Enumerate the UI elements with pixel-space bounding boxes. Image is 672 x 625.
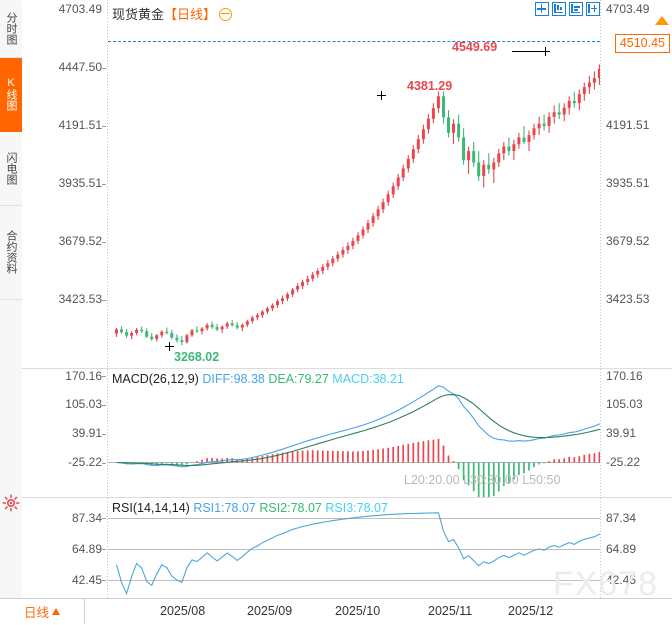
macd-macd-value: MACD:38.21 [332,372,404,386]
last-price-badge: 4510.45 [614,34,670,53]
candlestick-plot[interactable] [108,0,600,368]
timeframe-label: 【日线】 [164,7,217,22]
y-tick: 3679.52 [58,234,102,248]
plot-left-border [107,0,108,368]
high-price-annotation: 4549.69 [452,40,498,54]
rsi-axis-right: 87.34 64.89 42.45 [602,498,672,598]
y-tick: 4191.51 [58,118,102,132]
macd-pane[interactable]: MACD(26,12,9) DIFF:98.38 DEA:79.27 MACD:… [22,369,672,497]
brightness-icon[interactable] [2,494,20,512]
y-tick: 3935.51 [58,176,102,190]
y-tick: 39.91 [606,426,637,440]
rsi-pane[interactable]: RSI(14,14,14) RSI1:78.07 RSI2:78.07 RSI3… [22,498,672,598]
rsi2-value: RSI2:78.07 [259,501,322,515]
settings-circle-icon[interactable] [219,8,233,21]
sidebar-item-kline[interactable]: K线图 [0,58,22,132]
left-sidebar: 分时图 K线图 闪电图 合约资料 [0,0,23,598]
y-tick: 87.34 [71,511,102,525]
timeframe-button[interactable]: 日线 [0,599,85,624]
x-tick: 2025/09 [247,604,293,618]
low-marker [165,342,174,351]
triangle-up-icon [52,608,60,615]
sidebar-item-lightning[interactable]: 闪电图 [0,132,22,206]
y-tick: 4703.49 [58,2,102,16]
expand-right-icon[interactable] [586,2,600,16]
x-tick: 2025/10 [335,604,381,618]
macd-title: MACD(26,12,9) [112,372,199,386]
macd-right-border [600,369,601,497]
macd-series [108,385,600,497]
sidebar-item-timeshare[interactable]: 分时图 [0,0,22,58]
y-tick: 64.89 [606,542,637,556]
y-tick: 4447.50 [58,60,102,74]
price-up-arrow-icon [655,16,669,25]
rsi-left-border [107,498,108,598]
macd-plot[interactable] [108,369,600,497]
last-price-line [108,41,600,42]
macd-axis-right: 170.16 105.03 39.91 -25.22 [602,369,672,497]
price-axis-left: 4703.49 4447.50 4191.51 3935.51 3679.52 … [44,0,106,368]
rsi-right-border [600,498,601,598]
rsi1-value: RSI1:78.07 [193,501,256,515]
high-marker [541,47,550,56]
y-tick: 87.34 [606,511,637,525]
macd-dea-value: DEA:79.27 [268,372,329,386]
fit-width-icon[interactable] [552,2,566,16]
macd-level-labels: L20:20.00 L30:30.00 L50:50 [404,473,560,487]
macd-axis-left: 170.16 105.03 39.91 -25.22 [44,369,106,497]
chart-toolbar[interactable] [535,2,600,16]
level-30-label: L30:30.00 [463,473,519,487]
y-tick: 64.89 [71,542,102,556]
macd-diff-value: DIFF:98.38 [202,372,265,386]
y-tick: 4191.51 [606,118,650,132]
chart-title: 现货黄金【日线】 [112,4,233,23]
crosshair-icon[interactable] [535,2,549,16]
fit-height-icon[interactable] [569,2,583,16]
low-price-annotation: 3268.02 [174,350,220,364]
rsi-series [115,512,600,596]
y-tick: 170.16 [606,369,643,383]
watermark: FX678 [552,565,658,603]
y-tick: 3935.51 [606,176,650,190]
y-tick: 42.45 [71,573,102,587]
plot-right-border [600,0,601,368]
x-tick: 2025/11 [428,604,473,618]
rsi-plot[interactable] [108,498,600,598]
x-axis: 日线 2025/08 2025/09 2025/10 2025/11 2025/… [0,598,672,625]
symbol-name: 现货黄金 [112,7,165,22]
level-20-label: L20:20.00 [404,473,460,487]
macd-left-border [107,369,108,497]
local-high-annotation: 4381.29 [407,79,453,93]
rsi-title: RSI(14,14,14) [112,501,190,515]
y-tick: 3679.52 [606,234,650,248]
y-tick: 3423.53 [58,292,102,306]
y-tick: 42.45 [606,573,637,587]
y-tick: -25.22 [606,455,641,469]
y-tick: 170.16 [65,369,102,383]
price-chart-pane[interactable]: 现货黄金【日线】 [22,0,672,368]
sidebar-item-contract-info[interactable]: 合约资料 [0,206,22,300]
local-high-marker [377,91,386,100]
level-50-label: L50:50 [522,473,561,487]
x-tick: 2025/12 [508,604,554,618]
high-leader-line [512,51,544,53]
x-tick: 2025/08 [160,604,206,618]
macd-header: MACD(26,12,9) DIFF:98.38 DEA:79.27 MACD:… [112,372,404,386]
candlestick-series [115,64,600,346]
y-tick: -25.22 [67,455,102,469]
y-tick: 105.03 [65,397,102,411]
price-axis-right: 4703.49 4191.51 3935.51 3679.52 3423.53 [602,0,672,368]
y-tick: 4703.49 [606,2,650,16]
y-tick: 105.03 [606,397,643,411]
rsi-header: RSI(14,14,14) RSI1:78.07 RSI2:78.07 RSI3… [112,501,388,515]
timeframe-button-label: 日线 [23,606,49,620]
y-tick: 3423.53 [606,292,650,306]
y-tick: 39.91 [71,426,102,440]
rsi3-value: RSI3:78.07 [325,501,388,515]
rsi-axis-left: 87.34 64.89 42.45 [44,498,106,598]
